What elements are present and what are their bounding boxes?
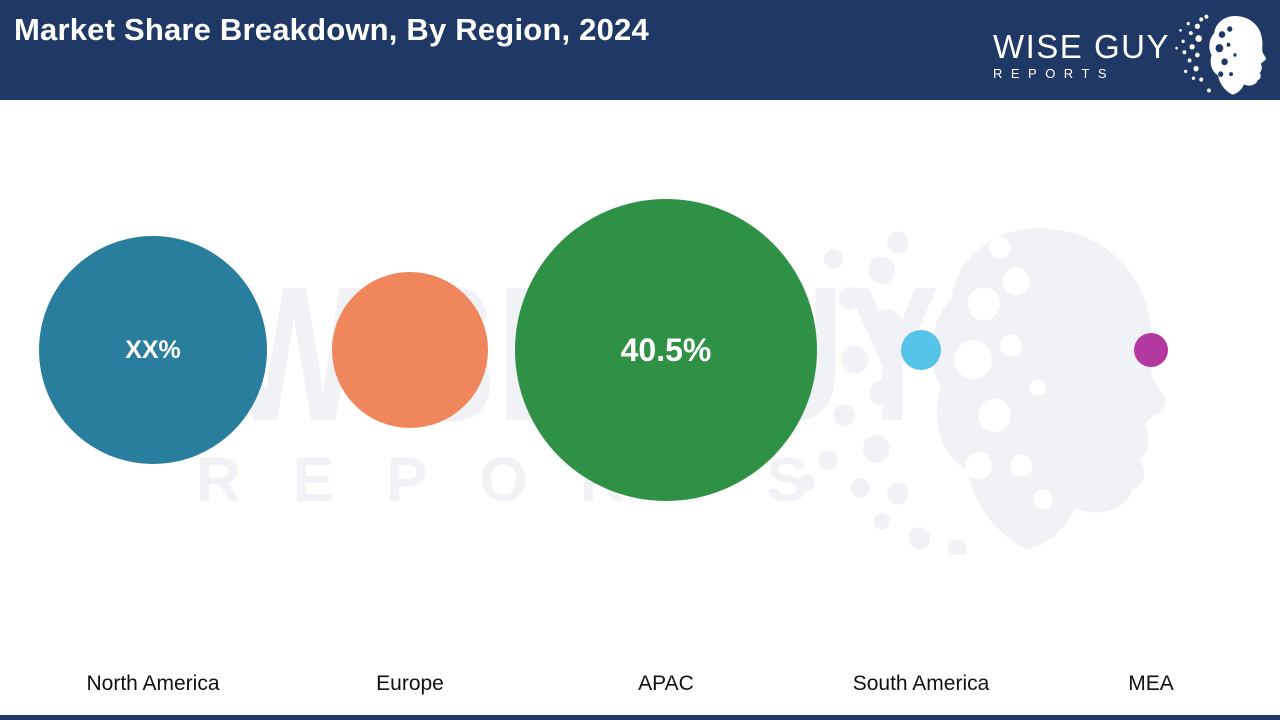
header: Market Share Breakdown, By Region, 2024 … (0, 0, 1280, 100)
logo-face-icon (1175, 14, 1267, 95)
logo-text: WISE GUY REPORTS (993, 30, 1170, 80)
category-label-europe: Europe (376, 672, 444, 695)
bubble-value-apac: 40.5% (620, 331, 712, 368)
bubble-south-america (901, 330, 941, 370)
category-label-mea: MEA (1128, 672, 1174, 695)
logo-subtext: REPORTS (992, 66, 1116, 81)
bubble-value-north-america: XX% (125, 335, 181, 364)
category-label-apac: APAC (638, 672, 694, 695)
bubble-chart: WISE GUY REPORTS XX% (0, 100, 1280, 715)
bubble-europe (332, 272, 488, 428)
watermark-face-icon (747, 228, 1167, 555)
footer-bar (0, 715, 1280, 720)
bubble-north-america: XX% (39, 236, 267, 464)
page-title: Market Share Breakdown, By Region, 2024 (14, 12, 649, 47)
wise-guy-logo: WISE GUY REPORTS (993, 14, 1270, 96)
logo-wordmark: WISE GUY (992, 28, 1170, 65)
bubble-mea (1134, 333, 1168, 367)
bubble-apac: 40.5% (515, 199, 817, 501)
category-label-north-america: North America (86, 672, 220, 695)
category-label-south-america: South America (852, 672, 990, 695)
